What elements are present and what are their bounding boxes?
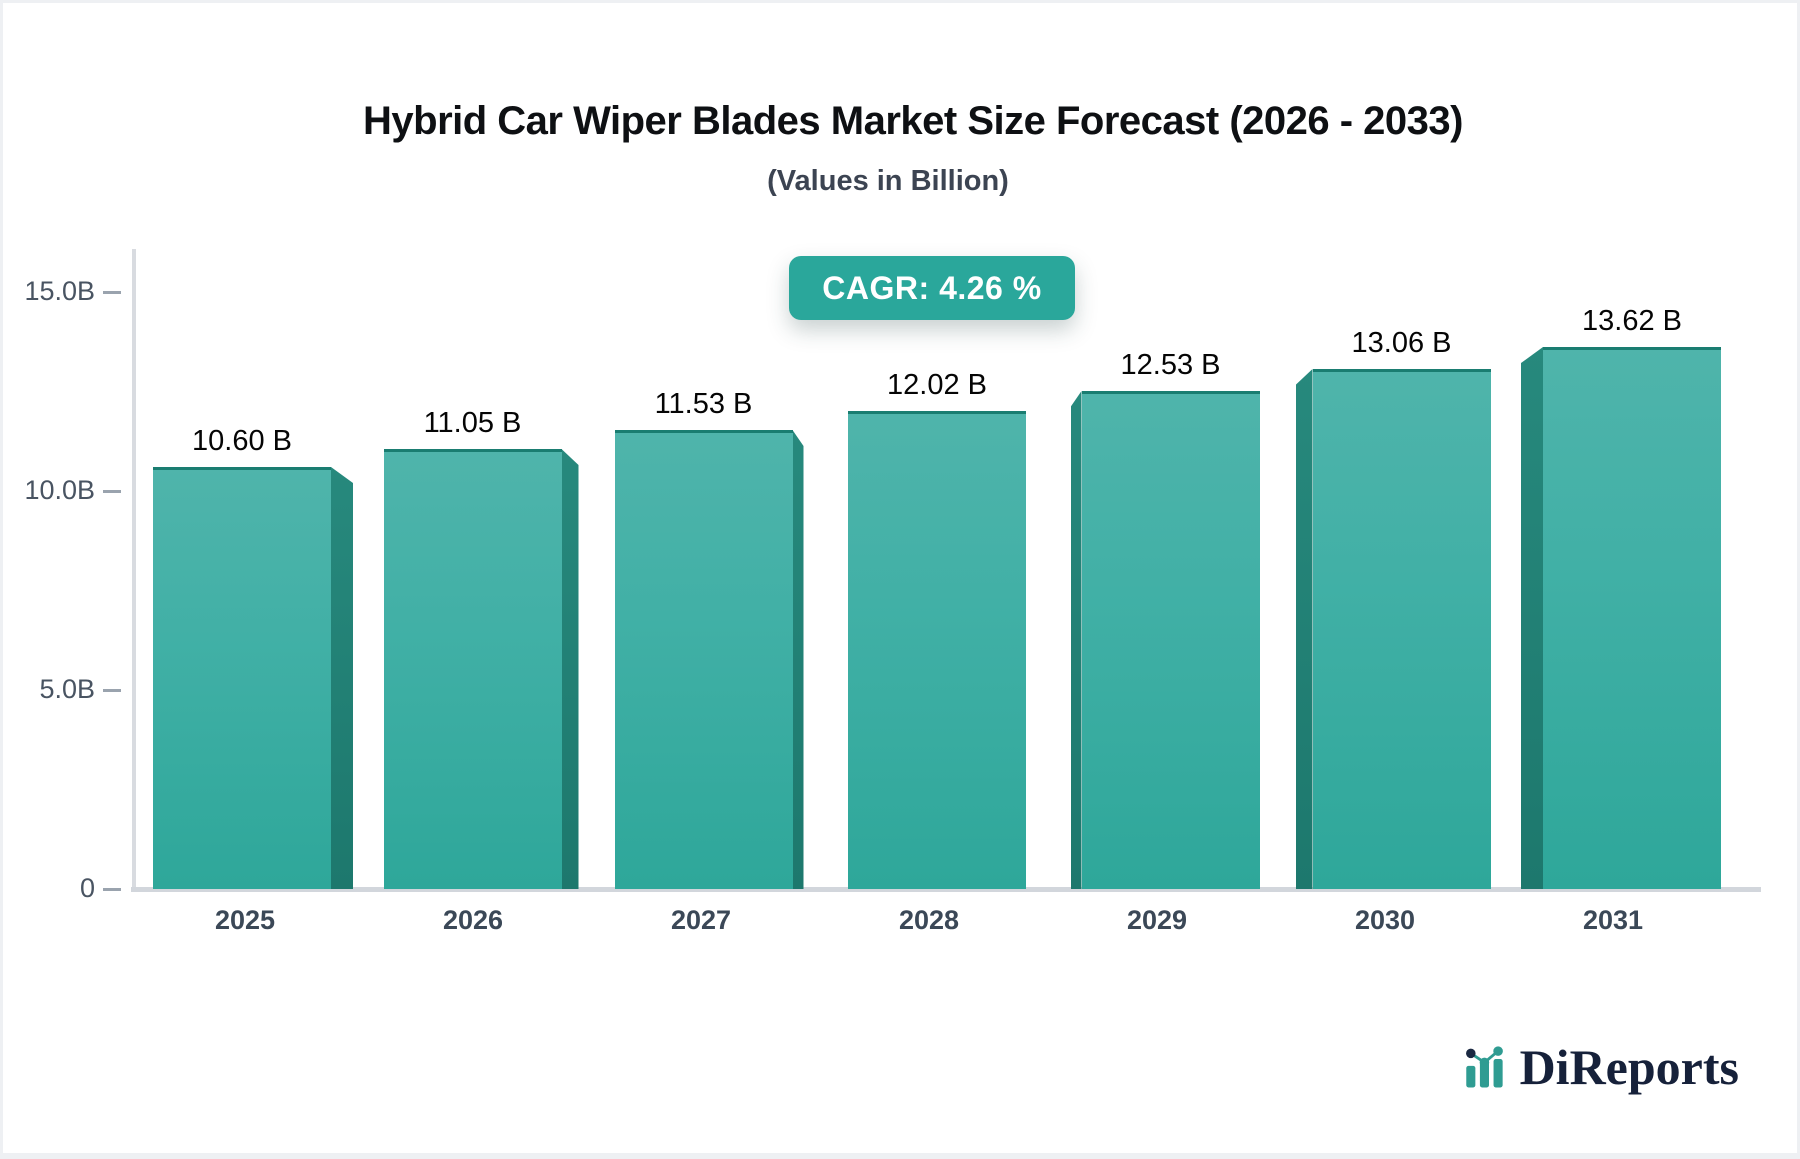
y-tick-mark <box>103 688 121 692</box>
y-tick-label: 15.0B <box>24 276 95 307</box>
y-tick-mark <box>103 489 121 493</box>
x-tick-label-2026: 2026 <box>442 905 504 935</box>
chart-subtitle: (Values in Billion) <box>767 165 1009 197</box>
x-tick-label-2028: 2028 <box>898 905 960 935</box>
chart-title: Hybrid Car Wiper Blades Market Size Fore… <box>363 99 1463 143</box>
bar-value-label-2031: 13.62 B <box>1582 305 1682 337</box>
bar-value-label-2028: 12.02 B <box>887 369 987 401</box>
bar-2026[interactable] <box>383 449 562 889</box>
chart-card: Hybrid Car Wiper Blades Market Size Fore… <box>3 3 1797 1153</box>
bar-2026-side-face <box>561 449 579 889</box>
y-axis-line <box>132 249 136 892</box>
bar-value-label-2027: 11.53 B <box>654 388 753 420</box>
x-tick-label-2030: 2030 <box>1354 905 1416 935</box>
bar-value-label-2030: 13.06 B <box>1351 327 1452 359</box>
bar-2029[interactable] <box>1081 391 1260 889</box>
direports-logo-icon <box>1465 1046 1503 1088</box>
x-tick-label-2029: 2029 <box>1126 905 1188 935</box>
y-tick-label: 5.0B <box>39 674 95 705</box>
bar-chart-plot-area: 15.0B 10.0B 5.0B 0 10.60 B 11.05 B 11.53 B 12.… <box>3 3 1800 1159</box>
y-tick-label: 10.0B <box>24 475 95 506</box>
bar-2025-side-face <box>331 467 353 889</box>
bar-2030-side-face <box>1295 369 1313 889</box>
brand-logo: DiReports <box>1464 1039 1739 1095</box>
y-tick-mark <box>103 887 121 891</box>
bar-value-label-2029: 12.53 B <box>1120 349 1221 381</box>
bar-2031-side-face <box>1521 347 1543 889</box>
x-tick-label-2031: 2031 <box>1582 905 1644 935</box>
bar-2029-side-face <box>1070 391 1082 889</box>
bar-2027-side-face <box>792 430 804 889</box>
x-tick-label-2025: 2025 <box>214 905 276 935</box>
bar-2027[interactable] <box>614 430 793 889</box>
x-axis-line <box>131 887 1761 892</box>
bar-2028[interactable] <box>848 411 1026 889</box>
y-tick-label: 0 <box>79 873 95 903</box>
bar-2025[interactable] <box>153 467 331 889</box>
x-tick-label-2027: 2027 <box>670 905 732 935</box>
cagr-badge-label: CAGR: 4.26 % <box>822 269 1042 306</box>
bar-2030[interactable] <box>1312 369 1491 889</box>
cagr-badge: CAGR: 4.26 % <box>789 256 1075 320</box>
bar-2031[interactable] <box>1543 347 1721 889</box>
y-tick-mark <box>103 290 121 294</box>
bar-value-label-2025: 10.60 B <box>192 425 292 457</box>
brand-name: DiReports <box>1519 1039 1739 1095</box>
bar-value-label-2026: 11.05 B <box>423 407 522 439</box>
